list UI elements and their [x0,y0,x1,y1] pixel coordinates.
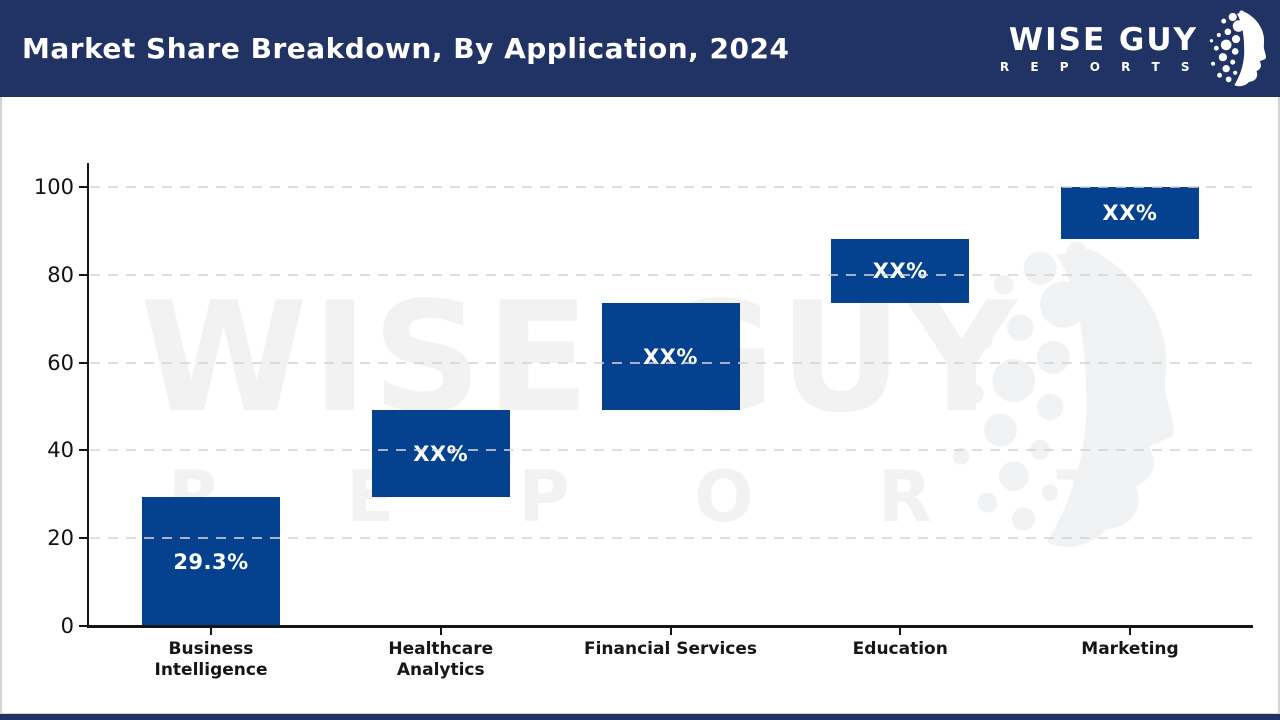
logo-wordmark: WISE GUY R E P O R T S [997,21,1198,74]
x-tick-mark [1129,627,1131,635]
x-axis-line [87,625,1253,628]
x-tick-mark [669,627,672,635]
y-tick-mark [79,537,87,540]
gridline [90,273,1253,276]
y-tick-label: 100 [33,175,74,199]
bar-value-label: XX% [1102,200,1158,225]
y-tick-mark [79,625,87,627]
y-tick-label: 80 [47,262,74,287]
category-label: Education [852,639,948,659]
category-label: Business Intelligence [154,639,268,680]
x-tick-mark [899,627,902,635]
wise-guy-logo: WISE GUY R E P O R T S [997,0,1268,97]
bar-value-label: 29.3% [173,549,249,574]
bar-segment: 29.3% [142,497,280,626]
footer-bar [0,714,1280,720]
x-tick-mark [439,627,442,635]
bar-segment: XX% [601,303,740,410]
y-tick-label: 40 [47,438,74,463]
y-tick-mark [79,361,87,364]
logo-face-icon [1186,4,1268,94]
category-label: Financial Services [583,639,758,659]
header-bar: Market Share Breakdown, By Application, … [0,0,1280,97]
y-tick-mark [79,273,87,276]
x-tick-mark [210,627,212,635]
y-tick-label: 60 [47,350,74,375]
gridline [90,361,1253,364]
bar-value-label: XX% [643,344,698,369]
category-label: Marketing [1081,639,1179,659]
y-tick-label: 0 [60,614,74,638]
y-tick-label: 20 [47,526,74,551]
bar-value-label: XX% [413,441,469,466]
y-tick-mark [79,186,87,188]
bar-segment: XX% [831,238,970,304]
y-tick-mark [79,449,87,452]
bar-segment: XX% [371,410,510,498]
bar-segment: XX% [1061,187,1199,239]
gridline [90,537,1253,540]
category-label: Healthcare Analytics [388,639,494,680]
logo-line2: R E P O R T S [999,59,1198,74]
logo-line1: WISE GUY [1008,21,1198,58]
page-title: Market Share Breakdown, By Application, … [22,32,790,65]
bar-value-label: XX% [872,259,928,284]
gridline [90,449,1253,452]
gridline [90,186,1253,188]
y-axis-line [87,163,89,628]
